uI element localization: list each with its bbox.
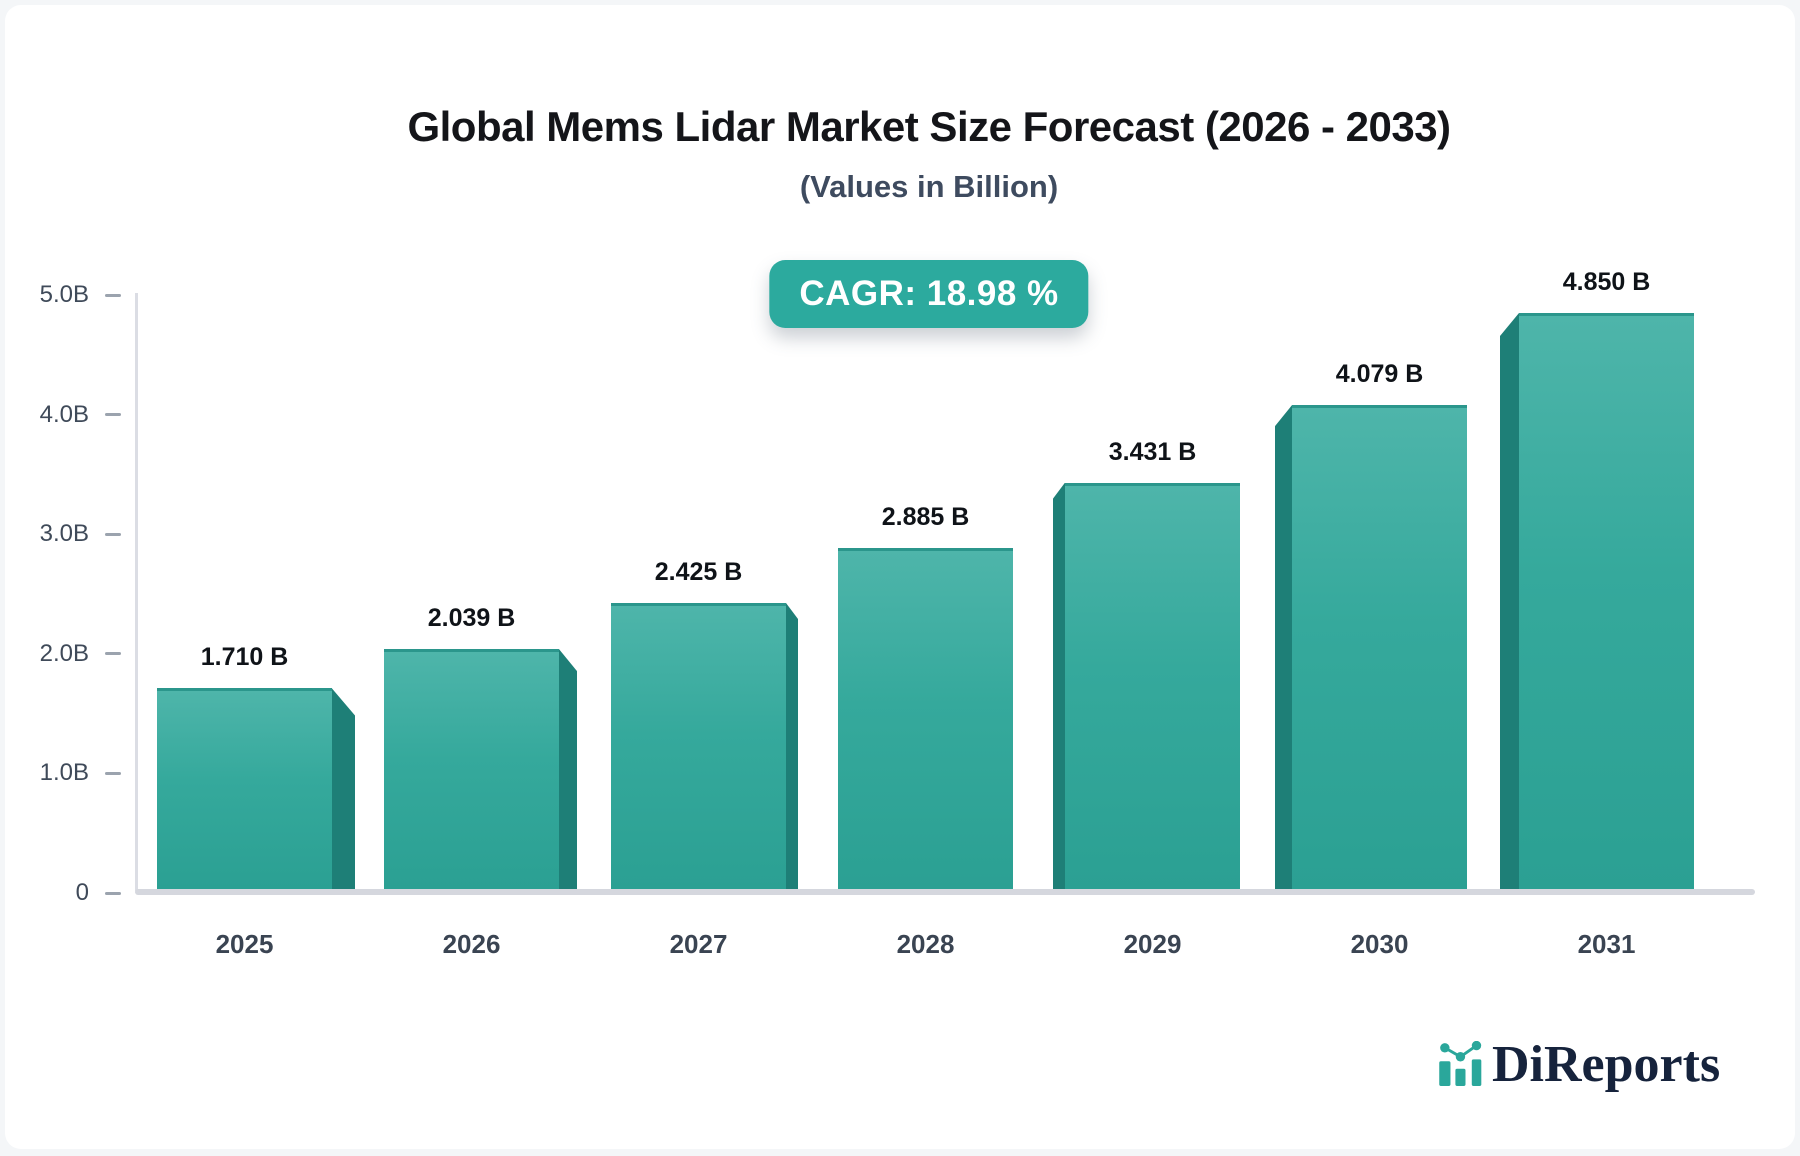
x-axis-label: 2030: [1350, 929, 1409, 959]
x-axis-label: 2031: [1577, 929, 1636, 959]
y-axis-tick: [105, 891, 121, 895]
chart-subtitle: (Values in Billion): [799, 169, 1059, 204]
bar-side-3d: [1275, 405, 1292, 890]
bar-2026: [384, 649, 559, 890]
logo-chart-icon: [1439, 1041, 1482, 1086]
bar-value-label: 4.850 B: [1562, 267, 1651, 296]
bar-side-3d: [1053, 482, 1065, 890]
x-axis-label: 2029: [1123, 929, 1182, 959]
x-axis-label: 2026: [442, 929, 501, 959]
bar-side-3d: [1500, 312, 1519, 890]
x-axis-label: 2025: [215, 929, 274, 959]
y-axis-tick: [105, 293, 121, 297]
y-axis-tick: [105, 652, 121, 656]
y-axis-label: 0: [75, 879, 89, 906]
bar-value-label: 2.039 B: [427, 604, 516, 633]
cagr-badge-label: CAGR: 18.98 %: [799, 274, 1059, 313]
chart-title: Global Mems Lidar Market Size Forecast (…: [407, 103, 1451, 150]
x-axis-label: 2028: [896, 929, 955, 959]
bar-2028: [838, 547, 1013, 890]
cagr-badge: CAGR: 18.98 %: [769, 260, 1089, 328]
x-axis-label: 2027: [669, 929, 728, 959]
bar-2025: [157, 688, 332, 890]
bar-value-label: 2.885 B: [881, 502, 970, 531]
bar-value-label: 4.079 B: [1335, 360, 1424, 389]
y-axis-label: 1.0B: [39, 759, 89, 787]
x-axis-baseline: [135, 889, 1755, 895]
bar-side-3d: [559, 649, 577, 890]
brand-name: DiReports: [1492, 1036, 1721, 1093]
bar-value-label: 2.425 B: [654, 557, 743, 586]
y-axis-line: [135, 293, 138, 891]
y-axis-tick: [105, 532, 121, 536]
bar-2029: [1065, 482, 1240, 890]
bar-value-label: 3.431 B: [1108, 437, 1197, 466]
y-axis-tick: [105, 413, 121, 417]
chart-card: Global Mems Lidar Market Size Forecast (…: [5, 5, 1795, 1149]
y-axis-label: 4.0B: [39, 400, 89, 428]
y-axis-label: 5.0B: [39, 281, 89, 308]
bar-side-3d: [332, 688, 355, 890]
y-axis-tick: [105, 771, 121, 775]
plot-area: 0 1.0B 2.0B 3.0B 4.0B 5.0B 1.710 B 2025 2.039 B 2…: [5, 5, 1795, 1149]
y-axis-label: 2.0B: [39, 639, 89, 667]
bar-2031: [1519, 312, 1694, 890]
bar-2030: [1292, 405, 1467, 890]
y-axis-label: 3.0B: [39, 520, 89, 548]
brand-logo: DiReports: [1437, 1036, 1721, 1093]
bar-value-label: 1.710 B: [200, 643, 289, 672]
bar-side-3d: [786, 602, 798, 890]
bar-2027: [611, 602, 786, 890]
